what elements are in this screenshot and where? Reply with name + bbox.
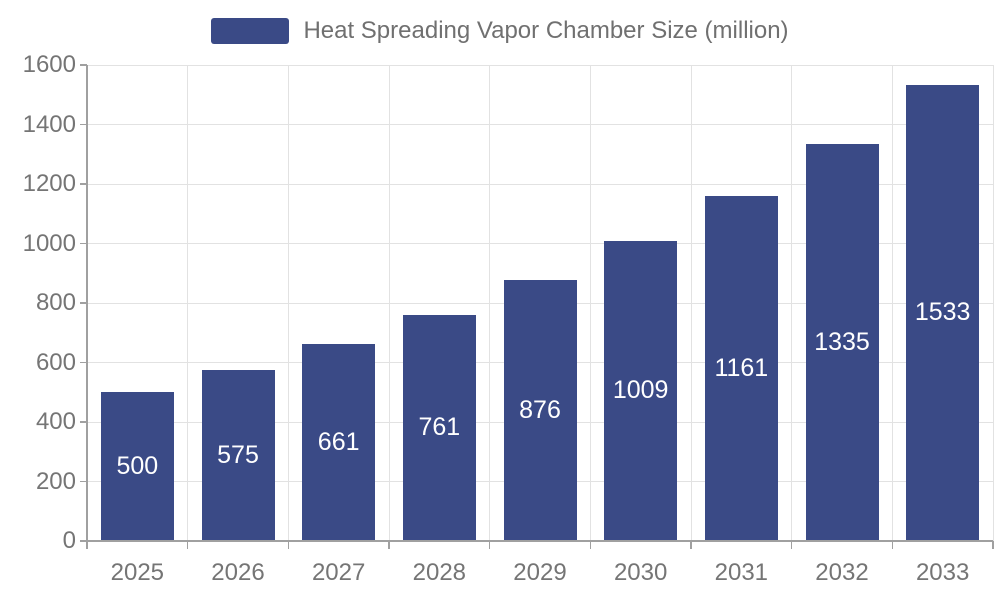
bar-value-label: 575 (217, 440, 259, 469)
bar-value-label: 661 (317, 428, 360, 457)
x-tick-mark (86, 541, 88, 549)
x-gridline (287, 65, 289, 541)
x-tick-mark (287, 541, 290, 549)
y-tick-label: 400 (35, 408, 76, 435)
x-tick-mark (992, 541, 994, 549)
bar-value-label: 1009 (612, 376, 669, 405)
bar-value-label: 1533 (914, 298, 971, 327)
chart-legend[interactable]: Heat Spreading Vapor Chamber Size (milli… (0, 15, 1000, 47)
bar-value-label: 761 (418, 413, 461, 442)
y-tick-mark (80, 242, 87, 245)
x-gridline (388, 65, 390, 541)
bar-2027[interactable]: 661 (302, 344, 376, 541)
y-gridline (87, 183, 993, 185)
x-gridline (690, 65, 692, 541)
x-gridline (187, 65, 189, 541)
x-gridline (791, 65, 793, 541)
y-tick-label: 0 (62, 527, 76, 554)
y-tick-label: 1400 (22, 110, 76, 138)
bar-2030[interactable]: 1009 (604, 240, 678, 541)
x-axis-line (87, 540, 993, 542)
y-tick-mark (80, 361, 87, 364)
bar-2028[interactable]: 761 (402, 314, 476, 541)
y-tick-label: 200 (35, 467, 76, 495)
legend-title: Heat Spreading Vapor Chamber Size (milli… (303, 17, 789, 44)
bar-value-label: 1335 (814, 327, 870, 356)
bar-value-label: 500 (116, 452, 159, 481)
x-gridline (589, 65, 591, 541)
x-tick-mark (891, 541, 894, 549)
plot-area: 500 575 661 761 876 1009 1161 1335 1533 (87, 64, 994, 541)
x-gridline (489, 65, 491, 541)
y-tick-label: 1600 (22, 51, 76, 78)
y-tick-mark (80, 480, 87, 483)
y-tick-label: 1000 (22, 229, 76, 257)
x-gridline (891, 65, 893, 541)
bar-2032[interactable]: 1335 (805, 143, 879, 541)
y-tick-label: 1200 (22, 170, 76, 197)
x-tick-mark (589, 541, 592, 549)
y-tick-mark (80, 123, 87, 126)
x-tick-label: 2033 (915, 559, 970, 586)
x-tick-label: 2028 (412, 559, 467, 586)
legend-swatch-icon (211, 18, 290, 44)
x-tick-mark (690, 541, 692, 549)
x-gridline (992, 65, 994, 541)
bar-2031[interactable]: 1161 (704, 195, 778, 541)
y-axis-line (86, 65, 88, 549)
y-tick-mark (80, 183, 87, 185)
y-tick-label: 600 (35, 348, 76, 376)
bar-2033[interactable]: 1533 (906, 84, 980, 541)
x-tick-label: 2029 (513, 559, 567, 586)
y-tick-mark (80, 302, 87, 304)
x-tick-label: 2032 (815, 559, 869, 586)
x-tick-label: 2031 (714, 559, 769, 586)
y-tick-mark (80, 64, 87, 66)
x-tick-label: 2025 (110, 559, 165, 586)
x-tick-mark (790, 541, 793, 549)
bar-2025[interactable]: 500 (100, 392, 174, 541)
bar-value-label: 876 (519, 396, 561, 425)
y-tick-mark (80, 540, 87, 542)
bar-2029[interactable]: 876 (503, 280, 577, 541)
y-tick-label: 800 (35, 289, 76, 316)
y-gridline (87, 243, 993, 244)
x-tick-mark (388, 541, 390, 549)
y-gridline (87, 64, 993, 66)
x-tick-label: 2027 (311, 559, 366, 586)
bar-value-label: 1161 (714, 353, 769, 382)
x-tick-mark (186, 541, 189, 549)
bar-2026[interactable]: 575 (201, 369, 275, 541)
x-tick-label: 2026 (211, 559, 265, 586)
y-gridline (87, 124, 993, 125)
x-tick-label: 2030 (613, 559, 668, 586)
y-tick-mark (80, 421, 87, 423)
x-tick-mark (488, 541, 491, 549)
